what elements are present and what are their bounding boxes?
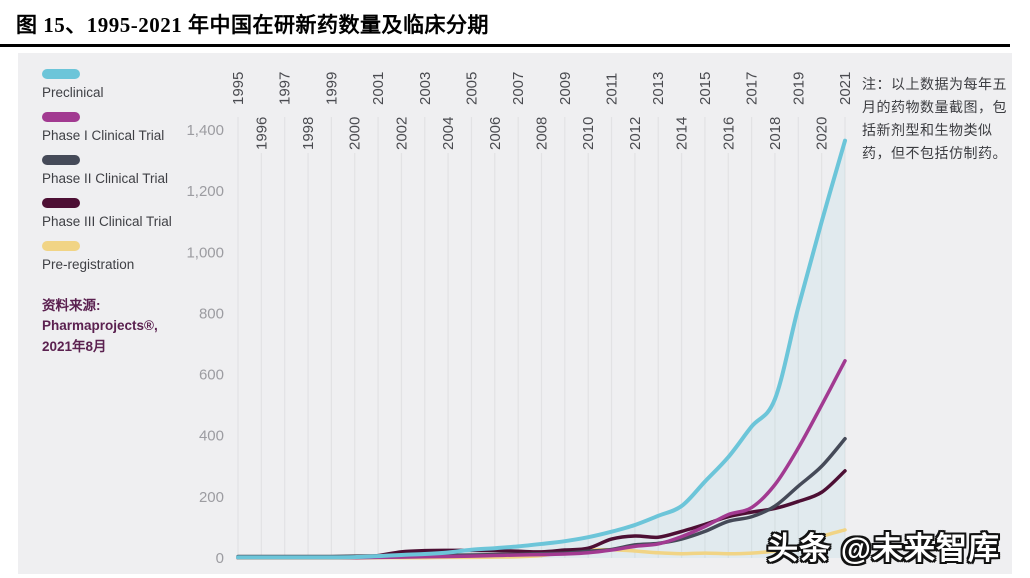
x-axis-label: 2000 <box>347 117 364 150</box>
legend-swatch <box>42 112 80 122</box>
x-axis-label: 2021 <box>837 72 854 105</box>
x-axis-label: 2020 <box>814 117 831 150</box>
x-axis-label: 2008 <box>534 117 551 150</box>
title-underline <box>0 44 1010 47</box>
x-axis-label: 2010 <box>580 117 597 150</box>
y-axis-label: 1,400 <box>186 122 224 139</box>
legend-swatch <box>42 198 80 208</box>
y-axis-label: 400 <box>199 428 224 445</box>
legend-label: Phase II Clinical Trial <box>42 171 169 186</box>
x-axis-label: 2016 <box>720 117 737 150</box>
x-axis-label: 2001 <box>370 72 387 105</box>
chart-legend: Preclinical Phase I Clinical Trial Phase I… <box>42 69 217 284</box>
legend-item: Phase I Clinical Trial <box>42 112 217 144</box>
chart-panel: 1995 1996 1997 1998 1999 2000 2001 2002 2003 2004… <box>18 53 1012 574</box>
x-axis-label: 2018 <box>767 117 784 150</box>
x-axis-label: 2006 <box>487 117 504 150</box>
x-axis-label: 2002 <box>393 117 410 150</box>
series-line-preclinical <box>236 138 847 560</box>
x-axis-label: 1998 <box>300 117 317 150</box>
legend-label: Preclinical <box>42 85 104 100</box>
legend-item: Phase III Clinical Trial <box>42 198 217 230</box>
x-axis-label: 2019 <box>790 72 807 105</box>
x-axis-label: 2003 <box>417 72 434 105</box>
x-axis-label: 1997 <box>277 72 294 105</box>
x-axis-label: 2014 <box>674 117 691 150</box>
x-axis-label: 2012 <box>627 117 644 150</box>
figure-title: 图 15、1995-2021 年中国在研新药数量及临床分期 <box>16 13 489 37</box>
annotation-note: 注：以上数据为每年五月的药物数量截图，包括新剂型和生物类似药，但不包括仿制药。 <box>862 76 1007 161</box>
y-axis-label: 1,200 <box>186 183 224 200</box>
x-axis-label: 1995 <box>230 72 247 105</box>
x-axis-label: 2013 <box>650 72 667 105</box>
x-axis-label: 2004 <box>440 117 457 150</box>
line-chart: 1995199619971998199920002001200220032004… <box>186 72 854 567</box>
y-axis-label: 800 <box>199 305 224 322</box>
legend-item: Phase II Clinical Trial <box>42 155 217 187</box>
legend-item: Preclinical <box>42 69 217 101</box>
x-axis-label: 2011 <box>604 73 621 105</box>
legend-swatch <box>42 241 80 251</box>
x-axis-label: 2005 <box>463 72 480 105</box>
legend-swatch <box>42 155 80 165</box>
y-axis-label: 1,000 <box>186 244 224 261</box>
x-axis-label: 2017 <box>744 72 761 105</box>
x-axis-label: 2007 <box>510 72 527 105</box>
x-axis-label: 2015 <box>697 72 714 105</box>
data-source-note: 资料来源: Pharmaprojects®, 2021年8月 <box>42 298 158 354</box>
legend-swatch <box>42 69 80 79</box>
y-axis-label: 600 <box>199 367 224 384</box>
x-axis-label: 2009 <box>557 72 574 105</box>
area-fill-preclinical <box>238 140 845 558</box>
legend-label: Phase III Clinical Trial <box>42 214 172 229</box>
legend-label: Phase I Clinical Trial <box>42 128 165 143</box>
watermark: 头条 @未来智库 <box>767 531 1000 566</box>
legend-item: Pre-registration <box>42 241 217 273</box>
legend-label: Pre-registration <box>42 257 135 272</box>
y-axis-label: 200 <box>199 489 224 506</box>
x-axis-label: 1999 <box>323 72 340 105</box>
y-axis-label: 0 <box>216 550 224 567</box>
x-axis-label: 1996 <box>253 117 270 150</box>
